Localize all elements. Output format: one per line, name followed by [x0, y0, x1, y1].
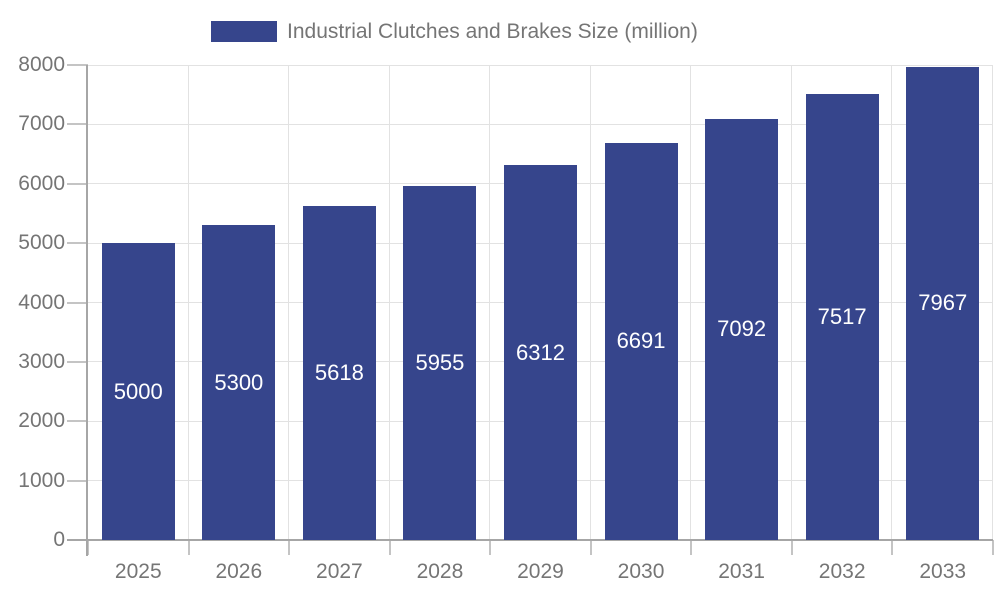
bar[interactable]: 5300 — [202, 225, 276, 540]
v-gridline — [891, 65, 893, 540]
x-tick — [187, 540, 190, 555]
bar[interactable]: 6691 — [604, 142, 678, 540]
y-tick-label: 6000 — [18, 171, 65, 195]
x-tick-label: 2033 — [919, 560, 967, 583]
x-tick — [489, 540, 492, 555]
bar-value-label: 7517 — [817, 303, 867, 329]
bar[interactable]: 6312 — [504, 165, 577, 540]
x-tick-label: 2025 — [114, 560, 162, 583]
y-tick — [67, 420, 88, 423]
bar[interactable]: 7967 — [906, 66, 980, 540]
x-tick — [87, 540, 89, 555]
y-tick-label: 0 — [53, 528, 65, 551]
y-tick — [67, 242, 88, 245]
x-tick-label: 2032 — [818, 560, 866, 583]
y-tick — [67, 360, 88, 363]
x-tick — [589, 540, 592, 555]
x-tick — [388, 540, 391, 555]
x-tick-label: 2029 — [517, 560, 564, 583]
bar-value-label: 7092 — [717, 316, 767, 342]
h-gridline — [88, 123, 993, 125]
y-tick — [67, 479, 88, 482]
bar-value-label: 5300 — [214, 369, 264, 395]
y-tick-label: 3000 — [18, 349, 65, 373]
v-gridline — [992, 65, 993, 540]
v-gridline — [790, 65, 792, 540]
x-tick — [690, 540, 693, 555]
bar[interactable]: 7092 — [705, 118, 779, 540]
y-axis-line — [86, 65, 88, 556]
bar-value-label: 7967 — [918, 290, 968, 316]
v-gridline — [388, 65, 390, 540]
bar-value-label: 5618 — [314, 360, 364, 386]
y-tick — [67, 123, 88, 126]
bar[interactable]: 5000 — [101, 243, 175, 540]
x-tick-label: 2026 — [215, 560, 263, 583]
y-tick — [67, 64, 88, 66]
y-tick-label: 5000 — [18, 231, 65, 255]
y-tick — [67, 301, 88, 304]
bar[interactable]: 5955 — [403, 186, 477, 540]
legend-swatch-icon — [211, 21, 277, 42]
legend[interactable]: Industrial Clutches and Brakes Size (mil… — [211, 20, 698, 43]
v-gridline — [690, 65, 692, 540]
y-tick-label: 7000 — [18, 112, 65, 136]
x-tick-label: 2028 — [416, 560, 464, 583]
x-tick-label: 2030 — [617, 560, 665, 583]
y-tick-label: 2000 — [18, 409, 65, 433]
y-tick-label: 8000 — [18, 53, 65, 76]
h-gridline — [88, 64, 993, 66]
legend-label: Industrial Clutches and Brakes Size (mil… — [287, 20, 698, 43]
y-tick-label: 1000 — [18, 468, 65, 492]
v-gridline — [589, 65, 591, 540]
v-gridline — [489, 65, 491, 540]
bar-value-label: 5955 — [415, 350, 465, 376]
y-tick-label: 4000 — [18, 290, 65, 314]
bar[interactable]: 7517 — [805, 93, 879, 540]
v-gridline — [288, 65, 290, 540]
x-axis-line — [67, 539, 993, 541]
bar-value-label: 6691 — [616, 328, 666, 354]
x-tick-label: 2031 — [718, 560, 765, 583]
y-tick — [67, 182, 88, 185]
x-tick — [790, 540, 793, 555]
bar-value-label: 6312 — [516, 339, 565, 365]
x-tick — [992, 540, 994, 555]
v-gridline — [187, 65, 189, 540]
bar-value-label: 5000 — [113, 378, 163, 404]
x-tick — [288, 540, 291, 555]
x-tick-label: 2027 — [316, 560, 363, 583]
bar[interactable]: 5618 — [302, 206, 376, 540]
x-tick — [891, 540, 894, 555]
